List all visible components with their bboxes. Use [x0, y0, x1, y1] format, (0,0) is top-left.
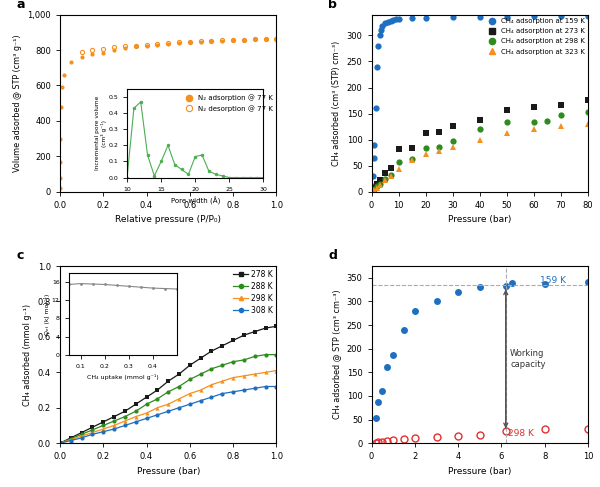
- Text: 298 K: 298 K: [508, 429, 534, 438]
- Y-axis label: CH₄ adsorbed (mmol g⁻¹): CH₄ adsorbed (mmol g⁻¹): [23, 303, 32, 406]
- Text: d: d: [328, 249, 337, 262]
- Y-axis label: Volume adsorbed @ STP (cm³ g⁻¹): Volume adsorbed @ STP (cm³ g⁻¹): [13, 35, 22, 172]
- X-axis label: Pressure (bar): Pressure (bar): [448, 215, 511, 225]
- Y-axis label: CH₄ adsorbed (cm³ (STP) cm⁻³): CH₄ adsorbed (cm³ (STP) cm⁻³): [332, 40, 341, 166]
- Text: a: a: [17, 0, 25, 11]
- X-axis label: Relative pressure (P/P₀): Relative pressure (P/P₀): [115, 215, 221, 225]
- Text: b: b: [328, 0, 337, 11]
- Legend: CH₄ adsorption at 159 K, CH₄ adsorption at 273 K, CH₄ adsorption at 298 K, CH₄ a: CH₄ adsorption at 159 K, CH₄ adsorption …: [485, 18, 584, 55]
- X-axis label: Pressure (bar): Pressure (bar): [137, 467, 200, 476]
- Text: c: c: [17, 249, 24, 262]
- Legend: 278 K, 288 K, 298 K, 308 K: 278 K, 288 K, 298 K, 308 K: [233, 270, 272, 315]
- Text: Working
capacity: Working capacity: [510, 349, 545, 369]
- Text: 159 K: 159 K: [541, 276, 566, 284]
- Y-axis label: CH₄ adsorbed @ STP (cm³ cm⁻³): CH₄ adsorbed @ STP (cm³ cm⁻³): [332, 290, 341, 419]
- X-axis label: Pressure (bar): Pressure (bar): [448, 467, 511, 476]
- Legend: N₂ adsorption @ 77 K, N₂ desorption @ 77 K: N₂ adsorption @ 77 K, N₂ desorption @ 77…: [182, 94, 273, 112]
